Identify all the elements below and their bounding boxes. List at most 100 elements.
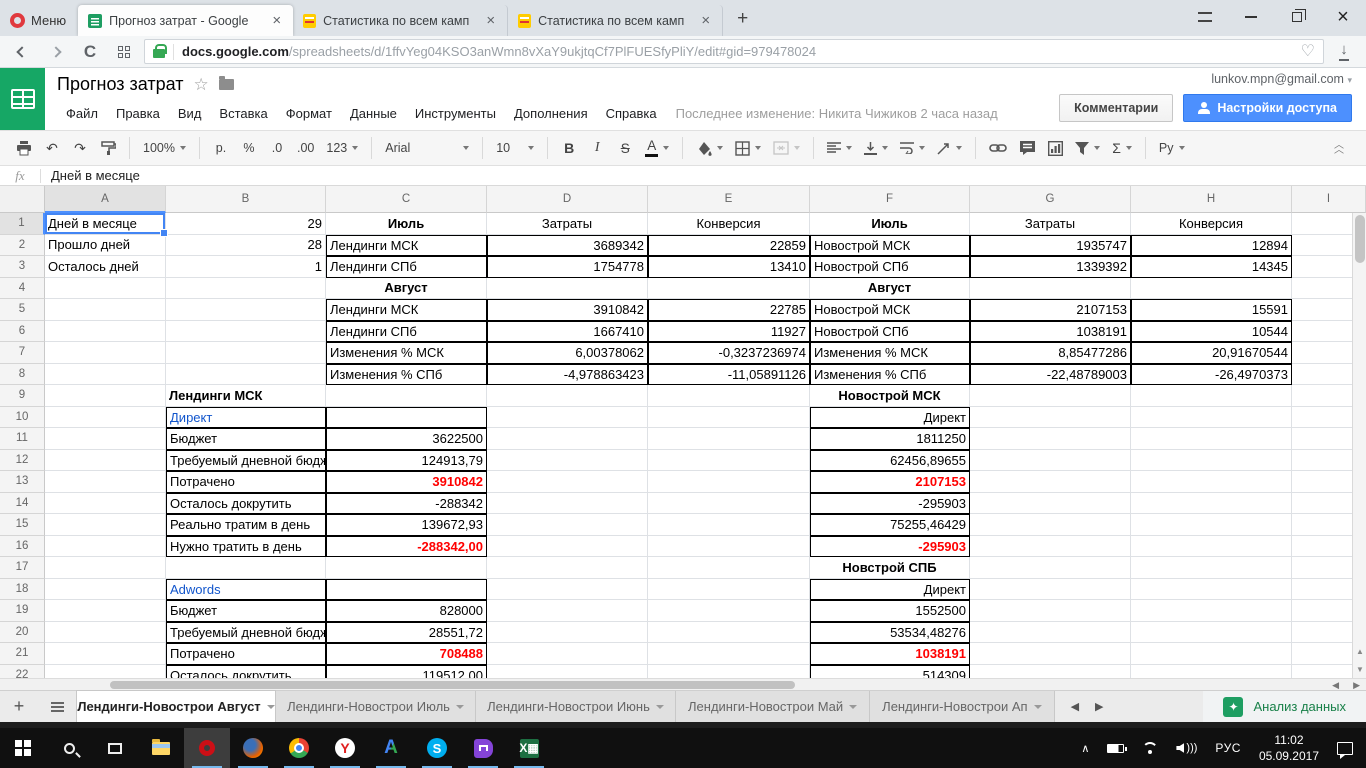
row-header-7[interactable]: 7 bbox=[0, 342, 45, 364]
decrease-decimals-button[interactable]: .0 bbox=[271, 141, 283, 155]
col-header-F[interactable]: F bbox=[810, 186, 970, 213]
fill-color-button[interactable] bbox=[692, 135, 727, 161]
cell-F19[interactable]: 1552500 bbox=[810, 600, 970, 622]
cell-E19[interactable] bbox=[648, 600, 810, 622]
cell-A21[interactable] bbox=[45, 643, 166, 665]
chevron-down-icon[interactable] bbox=[1033, 704, 1042, 709]
cell-D3[interactable]: 1754778 bbox=[487, 256, 648, 278]
cell-D9[interactable] bbox=[487, 385, 648, 407]
cell-E12[interactable] bbox=[648, 449, 810, 471]
col-header-A[interactable]: A bbox=[45, 186, 166, 213]
cell-G15[interactable] bbox=[970, 514, 1131, 536]
taskbar-excel-button[interactable]: X▦ bbox=[506, 728, 552, 768]
cell-A6[interactable] bbox=[45, 320, 166, 342]
cell-C2[interactable]: Лендинги МСК bbox=[326, 234, 487, 256]
sheet-tabs-left-button[interactable]: ◀ bbox=[1070, 701, 1080, 713]
cell-F7[interactable]: Изменения % МСК bbox=[810, 342, 970, 364]
redo-button[interactable]: ↷ bbox=[68, 135, 92, 161]
sheet-tab[interactable]: Лендинги-Новострои Май bbox=[676, 691, 871, 722]
browser-tab[interactable]: Статистика по всем камп × bbox=[293, 5, 509, 36]
borders-button[interactable] bbox=[731, 135, 765, 161]
cell-G9[interactable] bbox=[970, 385, 1131, 407]
task-view-button[interactable] bbox=[92, 728, 138, 768]
cell-H12[interactable] bbox=[1131, 449, 1292, 471]
row-header-19[interactable]: 19 bbox=[0, 600, 45, 622]
row-header-17[interactable]: 17 bbox=[0, 557, 45, 579]
col-header-B[interactable]: B bbox=[166, 186, 326, 213]
insert-comment-button[interactable] bbox=[1015, 135, 1039, 161]
share-button[interactable]: Настройки доступа bbox=[1183, 94, 1352, 122]
font-size-select[interactable]: 10 bbox=[492, 135, 538, 161]
currency-format-button[interactable]: р. bbox=[215, 141, 227, 155]
row-header-1[interactable]: 1 bbox=[0, 213, 45, 235]
cell-A11[interactable] bbox=[45, 428, 166, 450]
cell-A18[interactable] bbox=[45, 578, 166, 600]
taskbar-adwords-button[interactable]: A bbox=[368, 728, 414, 768]
cell-F6[interactable]: Новострой СПб bbox=[810, 320, 970, 342]
cell-F1[interactable]: Июль bbox=[810, 213, 970, 235]
horizontal-scrollbar[interactable]: ◀ ▶ bbox=[0, 678, 1366, 690]
action-center-button[interactable] bbox=[1330, 728, 1360, 768]
sheet-tabs-right-button[interactable]: ▶ bbox=[1095, 701, 1104, 713]
menu-item[interactable]: Данные bbox=[349, 106, 397, 121]
sheet-tab[interactable]: Лендинги-Новострои Июль bbox=[276, 691, 476, 722]
cell-E6[interactable]: 11927 bbox=[648, 320, 810, 342]
cell-A16[interactable] bbox=[45, 535, 166, 557]
input-tools-button[interactable]: Ру bbox=[1155, 135, 1189, 161]
zoom-select[interactable]: 100% bbox=[139, 135, 190, 161]
cell-C8[interactable]: Изменения % СПб bbox=[326, 363, 487, 385]
cell-G3[interactable]: 1339392 bbox=[970, 256, 1131, 278]
cell-A1[interactable]: Дней в месяце bbox=[45, 213, 168, 236]
cell-H13[interactable] bbox=[1131, 471, 1292, 493]
sheet-tab[interactable]: Лендинги-Новострои Июнь bbox=[476, 691, 676, 722]
cell-C10[interactable] bbox=[326, 406, 487, 428]
cell-H2[interactable]: 12894 bbox=[1131, 234, 1292, 256]
cell-D6[interactable]: 1667410 bbox=[487, 320, 648, 342]
taskbar-search-button[interactable] bbox=[46, 728, 92, 768]
cell-D4[interactable] bbox=[487, 277, 648, 299]
cell-E3[interactable]: 13410 bbox=[648, 256, 810, 278]
menu-item[interactable]: Инструменты bbox=[414, 106, 496, 121]
cell-G4[interactable] bbox=[970, 277, 1131, 299]
account-menu[interactable]: lunkov.mpn@gmail.com ▾ bbox=[1211, 72, 1352, 86]
cell-G21[interactable] bbox=[970, 643, 1131, 665]
cell-C22[interactable]: 119512,00 bbox=[326, 664, 487, 678]
col-header-H[interactable]: H bbox=[1131, 186, 1292, 213]
insert-link-button[interactable] bbox=[985, 135, 1011, 161]
row-header-12[interactable]: 12 bbox=[0, 449, 45, 471]
cell-D13[interactable] bbox=[487, 471, 648, 493]
functions-button[interactable]: Σ bbox=[1108, 135, 1136, 161]
text-color-button[interactable]: A bbox=[641, 135, 673, 161]
row-header-13[interactable]: 13 bbox=[0, 471, 45, 493]
cell-D20[interactable] bbox=[487, 621, 648, 643]
cell-E15[interactable] bbox=[648, 514, 810, 536]
cell-D11[interactable] bbox=[487, 428, 648, 450]
cell-C5[interactable]: Лендинги МСК bbox=[326, 299, 487, 321]
cell-E17[interactable] bbox=[648, 557, 810, 579]
cell-B17[interactable] bbox=[166, 557, 326, 579]
cell-A20[interactable] bbox=[45, 621, 166, 643]
cell-F16[interactable]: -295903 bbox=[810, 535, 970, 557]
file-explorer-button[interactable] bbox=[138, 728, 184, 768]
horizontal-scroll-thumb[interactable] bbox=[110, 681, 795, 689]
taskbar-skype-button[interactable]: S bbox=[414, 728, 460, 768]
sheet-tab[interactable]: Лендинги-Новострои Август bbox=[76, 690, 276, 722]
row-header-15[interactable]: 15 bbox=[0, 514, 45, 536]
cell-G7[interactable]: 8,85477286 bbox=[970, 342, 1131, 364]
sheet-tab[interactable]: Лендинги-Новострои Ап bbox=[870, 691, 1055, 722]
cell-G5[interactable]: 2107153 bbox=[970, 299, 1131, 321]
cell-D12[interactable] bbox=[487, 449, 648, 471]
cell-B11[interactable]: Бюджет bbox=[166, 428, 326, 450]
cell-C15[interactable]: 139672,93 bbox=[326, 514, 487, 536]
network-indicator[interactable] bbox=[1135, 728, 1165, 768]
tab-menu-button[interactable] bbox=[1182, 0, 1228, 34]
back-button[interactable] bbox=[8, 40, 36, 64]
cell-C1[interactable]: Июль bbox=[326, 213, 487, 235]
cell-B6[interactable] bbox=[166, 320, 326, 342]
col-header-E[interactable]: E bbox=[648, 186, 810, 213]
restore-button[interactable] bbox=[1274, 0, 1320, 34]
number-format-select[interactable]: 123 bbox=[322, 135, 362, 161]
cell-F2[interactable]: Новострой МСК bbox=[810, 234, 970, 256]
start-button[interactable] bbox=[0, 728, 46, 768]
cell-B2[interactable]: 28 bbox=[166, 234, 326, 256]
